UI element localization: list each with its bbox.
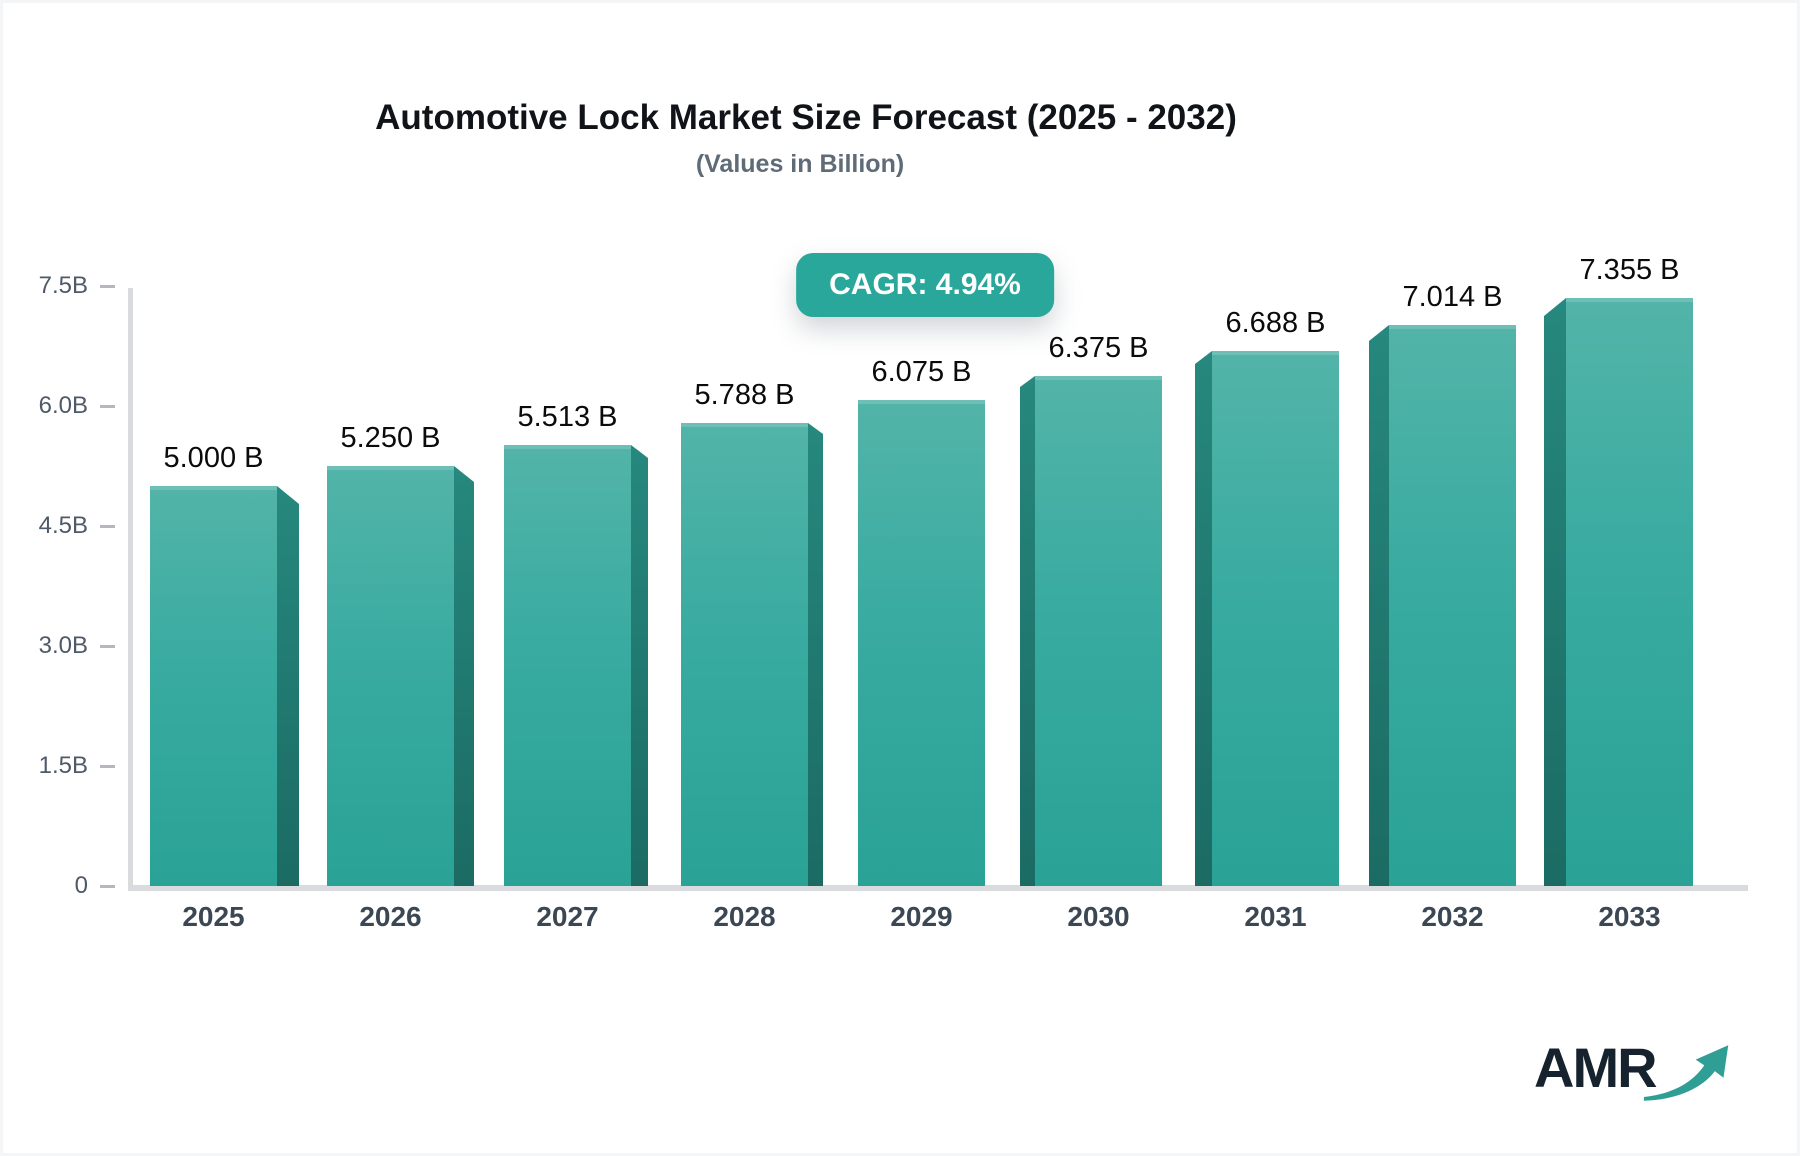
bar-side-face: [1369, 325, 1389, 886]
bar-value-label: 6.688 B: [1225, 307, 1326, 339]
x-axis-tick-label: 2032: [1421, 901, 1484, 932]
bar-side-face: [1020, 376, 1035, 886]
bar-value-label: 6.075 B: [871, 356, 972, 388]
x-axis-tick-label: 2026: [359, 901, 422, 932]
bar: [150, 486, 277, 886]
bar: [1566, 298, 1693, 886]
y-axis-tick-label: 3.0B: [38, 632, 88, 659]
trend-up-arrow-icon: [1642, 1040, 1734, 1111]
bar-value-label: 5.513 B: [517, 401, 618, 433]
x-axis-tick-label: 2028: [713, 901, 776, 932]
bar-value-label: 5.250 B: [340, 422, 441, 454]
y-axis-tick-mark: [100, 285, 115, 288]
y-axis-tick-label: 7.5B: [38, 272, 88, 299]
bar-value-label: 6.375 B: [1048, 332, 1149, 364]
bar-value-label: 5.788 B: [694, 379, 795, 411]
bar: [1389, 325, 1516, 886]
y-axis-line: [128, 288, 133, 888]
chart-subtitle: (Values in Billion): [695, 150, 905, 178]
y-axis-tick-mark: [100, 885, 115, 888]
bar-side-face: [1544, 298, 1566, 886]
x-axis-line: [128, 885, 1748, 891]
chart-title: Automotive Lock Market Size Forecast (20…: [375, 98, 1237, 137]
bar-side-face: [277, 486, 299, 886]
bar-side-face: [1195, 351, 1212, 886]
y-axis-tick-mark: [100, 405, 115, 408]
bar: [681, 423, 808, 886]
bar-side-face: [808, 423, 823, 886]
x-axis-tick-label: 2025: [182, 901, 245, 932]
bar: [858, 400, 985, 886]
brand-logo: AMR: [1534, 1040, 1734, 1111]
bar-side-face: [631, 445, 648, 886]
y-axis-tick-mark: [100, 525, 115, 528]
x-axis-tick-label: 2030: [1067, 901, 1130, 932]
bar: [1035, 376, 1162, 886]
y-axis-tick-mark: [100, 645, 115, 648]
cagr-badge: CAGR: 4.94%: [796, 253, 1054, 317]
y-axis-tick-label: 1.5B: [38, 752, 88, 779]
bar: [327, 466, 454, 886]
x-axis-tick-label: 2031: [1244, 901, 1307, 932]
y-axis-tick-label: 6.0B: [38, 392, 88, 419]
x-axis-tick-label: 2033: [1598, 901, 1661, 932]
y-axis-tick-label: 4.5B: [38, 512, 88, 539]
bar-value-label: 5.000 B: [163, 442, 264, 474]
x-axis-tick-label: 2027: [536, 901, 599, 932]
bar: [504, 445, 631, 886]
bar-side-face: [454, 466, 474, 886]
x-axis-tick-label: 2029: [890, 901, 953, 932]
bar-value-label: 7.355 B: [1579, 254, 1680, 286]
y-axis-tick-label: 0: [74, 872, 88, 899]
y-axis-tick-mark: [100, 765, 115, 768]
bar: [1212, 351, 1339, 886]
bar-value-label: 7.014 B: [1402, 281, 1503, 313]
brand-logo-text: AMR: [1534, 1036, 1658, 1099]
